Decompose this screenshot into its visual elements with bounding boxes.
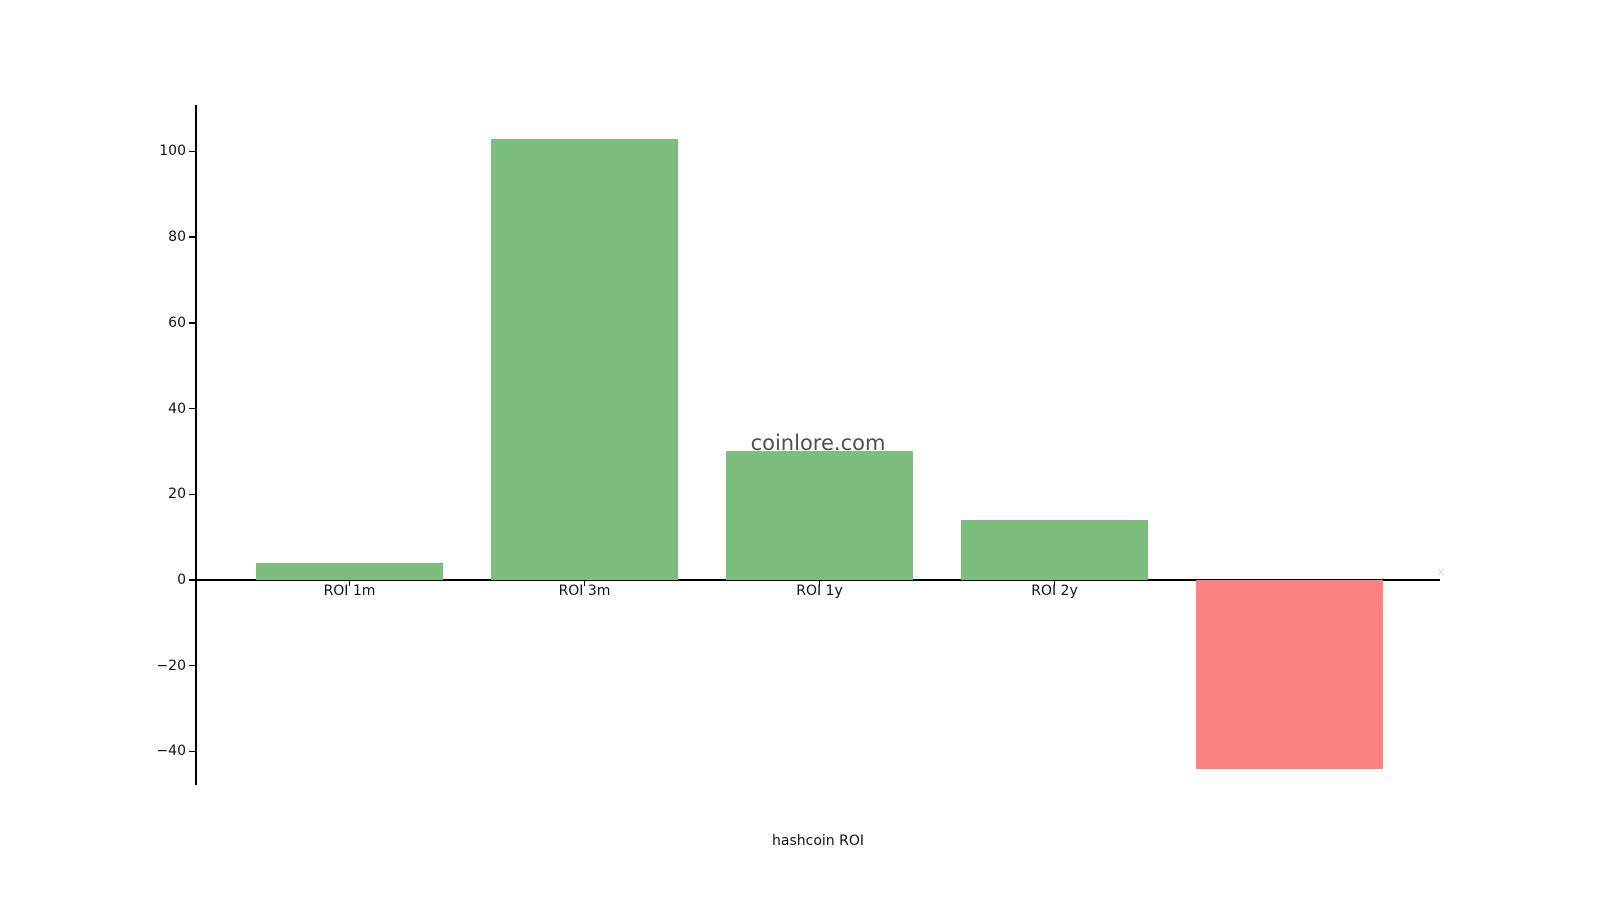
bar-roi-3m (490, 138, 679, 580)
x-tick-label: ROI 1y (796, 583, 843, 599)
y-tick (189, 150, 195, 153)
y-tick (189, 407, 195, 410)
watermark: coinlore.com (750, 431, 886, 455)
x-tick (1053, 580, 1056, 586)
axis-end-artifact: × (1435, 565, 1447, 579)
y-tick-label: 20 (168, 486, 186, 503)
x-tick-label: ROI 2y (1031, 583, 1078, 599)
y-tick-label: 60 (168, 314, 186, 331)
x-tick-label: ROI 1m (323, 583, 376, 599)
y-tick (189, 579, 195, 581)
x-tick (818, 580, 821, 586)
bar-roi-2y (960, 520, 1149, 580)
y-tick-label: 40 (168, 400, 186, 417)
y-tick (189, 750, 195, 753)
y-axis-line (195, 105, 197, 785)
x-tick-label: ROI 3m (558, 583, 611, 599)
x-tick (583, 580, 586, 586)
y-tick (189, 665, 195, 667)
bar-roi-1y (725, 451, 914, 580)
y-tick-label: 0 (177, 572, 186, 588)
y-tick-label: 80 (168, 229, 186, 246)
y-tick-label: −20 (156, 657, 186, 674)
x-tick (348, 580, 351, 586)
y-tick-label: −40 (156, 743, 186, 760)
x-axis-line (196, 579, 1440, 581)
y-tick-label: 100 (159, 143, 186, 160)
y-tick (189, 236, 195, 238)
bar-negative (1195, 580, 1384, 769)
y-tick (189, 322, 195, 324)
bar-roi-1m (255, 562, 444, 580)
x-axis-title: hashcoin ROI (772, 833, 864, 849)
y-tick (189, 493, 195, 495)
